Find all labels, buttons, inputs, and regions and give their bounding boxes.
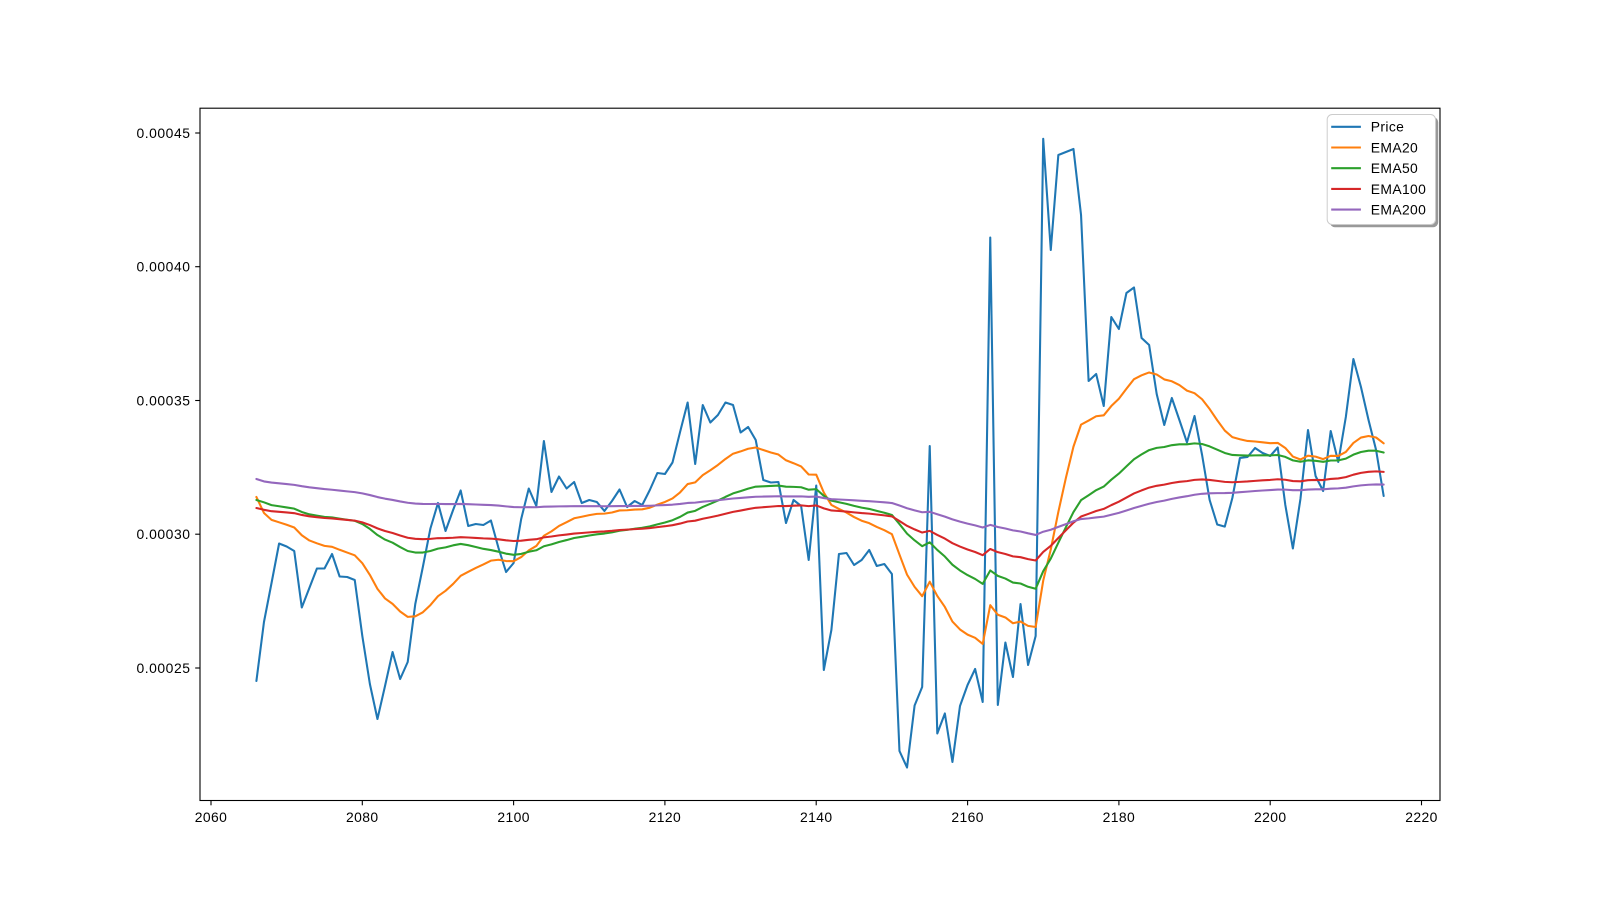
svg-text:EMA200: EMA200 bbox=[1371, 202, 1426, 218]
svg-text:2080: 2080 bbox=[346, 809, 379, 825]
svg-text:EMA20: EMA20 bbox=[1371, 139, 1418, 155]
svg-text:0.00045: 0.00045 bbox=[136, 125, 190, 141]
svg-text:Price: Price bbox=[1371, 119, 1404, 135]
svg-text:0.00030: 0.00030 bbox=[136, 526, 190, 542]
svg-text:0.00035: 0.00035 bbox=[136, 392, 190, 408]
svg-text:2140: 2140 bbox=[800, 809, 833, 825]
svg-text:2160: 2160 bbox=[951, 809, 984, 825]
svg-text:0.00040: 0.00040 bbox=[136, 259, 190, 275]
svg-text:2200: 2200 bbox=[1254, 809, 1287, 825]
svg-text:2180: 2180 bbox=[1103, 809, 1136, 825]
svg-text:EMA50: EMA50 bbox=[1371, 160, 1418, 176]
svg-text:2120: 2120 bbox=[649, 809, 682, 825]
svg-text:2100: 2100 bbox=[497, 809, 530, 825]
svg-text:2220: 2220 bbox=[1405, 809, 1438, 825]
svg-text:EMA100: EMA100 bbox=[1371, 181, 1426, 197]
svg-text:2060: 2060 bbox=[195, 809, 228, 825]
svg-text:0.00025: 0.00025 bbox=[136, 660, 190, 676]
